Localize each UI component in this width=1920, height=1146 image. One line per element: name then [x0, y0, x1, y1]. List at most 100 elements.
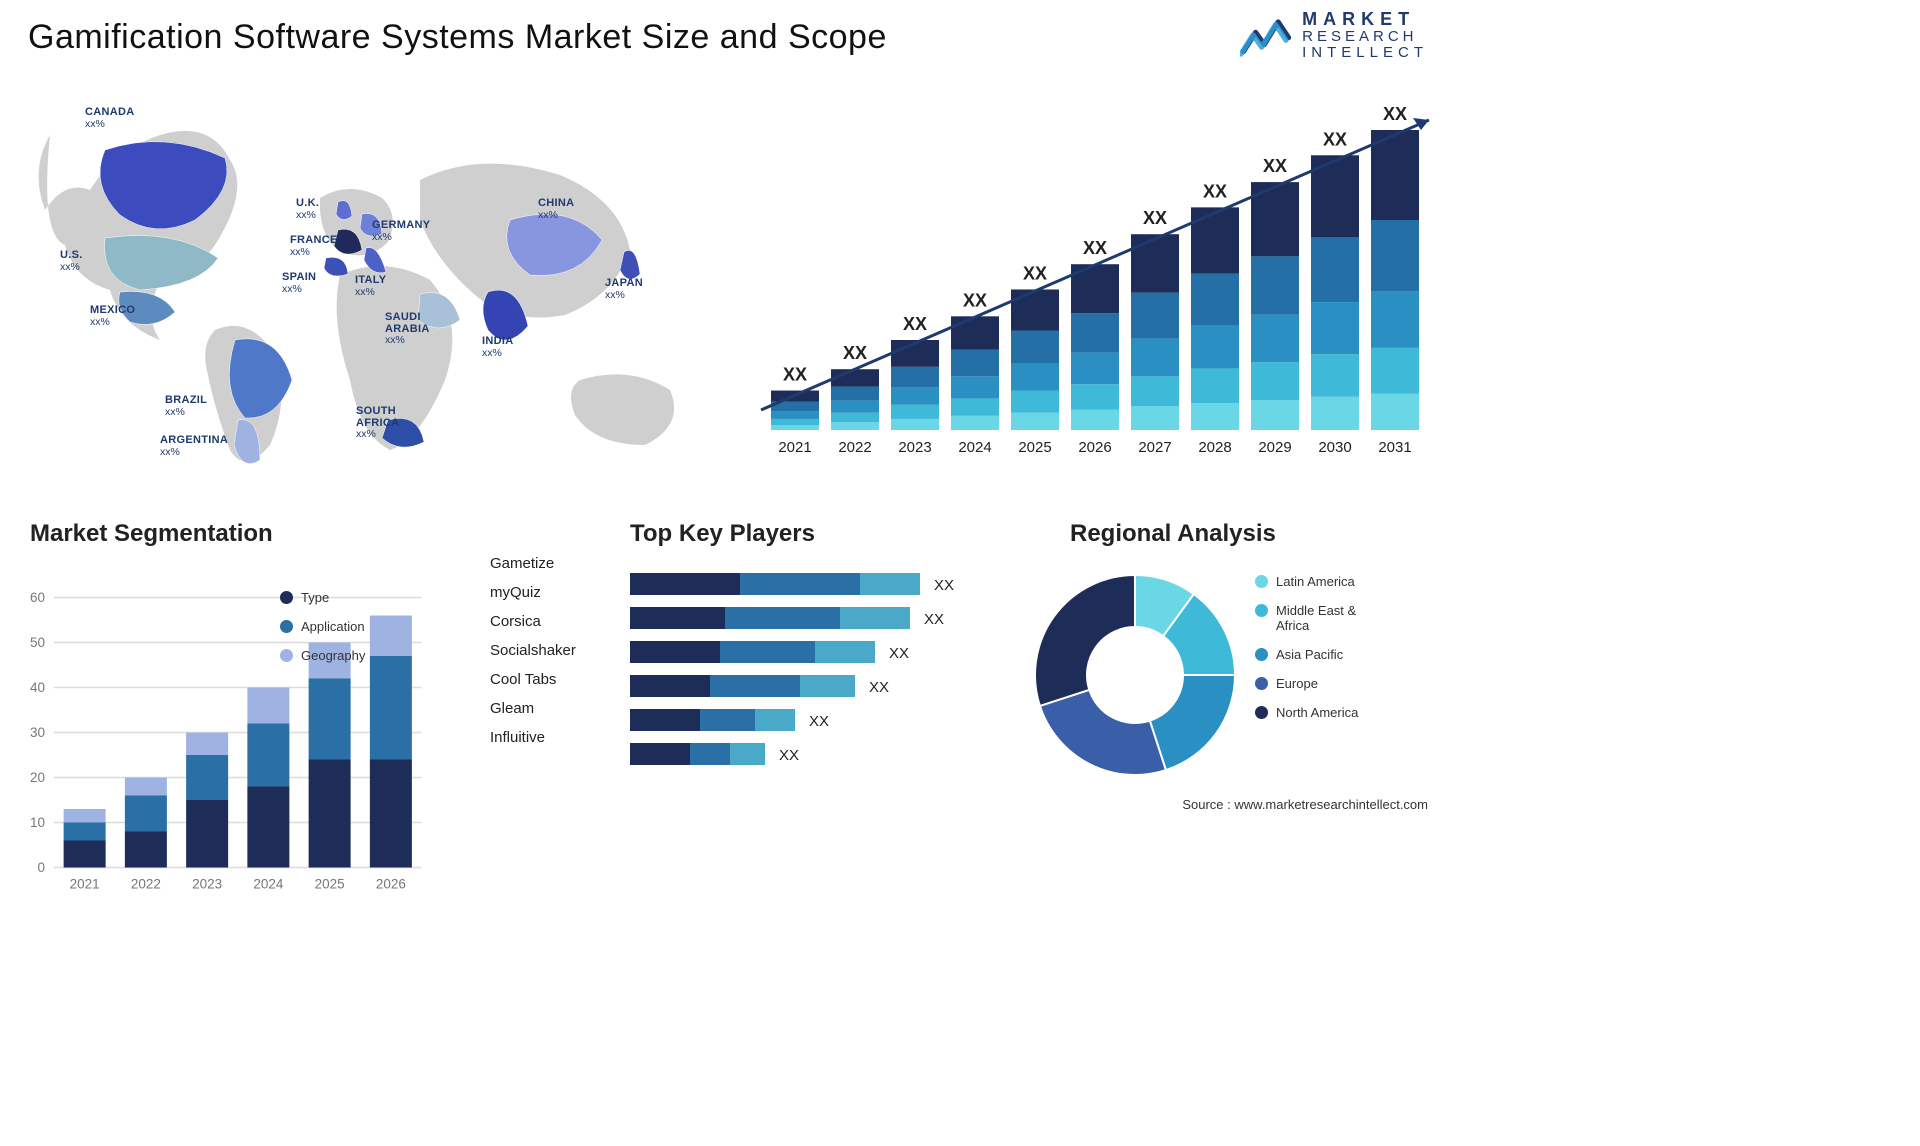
country-value: xx%	[482, 348, 513, 359]
country-value: xx%	[165, 407, 207, 418]
svg-text:2022: 2022	[838, 439, 871, 456]
legend-dot-icon	[280, 649, 293, 662]
svg-text:2029: 2029	[1258, 439, 1291, 456]
country-value: xx%	[85, 119, 134, 130]
country-value: xx%	[356, 429, 399, 440]
svg-text:XX: XX	[1143, 208, 1167, 228]
market-growth-chart-svg: XX2021XX2022XX2023XX2024XX2025XX2026XX20…	[760, 90, 1430, 470]
key-players-chart-svg: XXXXXXXXXXXX	[630, 565, 1010, 790]
world-map: CANADAxx%U.S.xx%MEXICOxx%BRAZILxx%ARGENT…	[20, 80, 720, 480]
country-name: CANADA	[85, 107, 134, 119]
svg-text:XX: XX	[903, 314, 927, 334]
country-label: MEXICOxx%	[90, 305, 135, 328]
logo-line-3: INTELLECT	[1302, 45, 1428, 61]
country-value: xx%	[296, 210, 319, 221]
svg-text:2023: 2023	[192, 877, 222, 892]
country-value: xx%	[90, 317, 135, 328]
country-label: GERMANYxx%	[372, 220, 430, 243]
country-name: MEXICO	[90, 305, 135, 317]
country-label: FRANCExx%	[290, 235, 338, 258]
company-item: Gleam	[490, 700, 620, 717]
segmentation-heading: Market Segmentation	[30, 520, 273, 548]
legend-item: Geography	[280, 648, 430, 663]
svg-text:2022: 2022	[131, 877, 161, 892]
country-name: ITALY	[355, 275, 386, 287]
country-name: ARGENTINA	[160, 435, 228, 447]
country-value: xx%	[282, 284, 316, 295]
country-label: ARGENTINAxx%	[160, 435, 228, 458]
svg-text:XX: XX	[1323, 129, 1347, 149]
legend-item: Europe	[1255, 677, 1445, 692]
segmentation-legend: TypeApplicationGeography	[280, 590, 430, 677]
legend-dot-icon	[1255, 648, 1268, 661]
regional-donut	[1025, 565, 1245, 785]
legend-label: Geography	[301, 648, 365, 663]
svg-text:2026: 2026	[376, 877, 406, 892]
country-name: FRANCE	[290, 235, 338, 247]
country-name: GERMANY	[372, 220, 430, 232]
company-item: Influitive	[490, 729, 620, 746]
svg-text:2028: 2028	[1198, 439, 1231, 456]
regional-heading: Regional Analysis	[1070, 520, 1276, 548]
company-list: GametizemyQuizCorsicaSocialshakerCool Ta…	[490, 555, 620, 758]
country-value: xx%	[355, 287, 386, 298]
company-item: myQuiz	[490, 584, 620, 601]
country-value: xx%	[385, 335, 430, 346]
legend-label: North America	[1276, 706, 1358, 721]
legend-item: Asia Pacific	[1255, 648, 1445, 663]
legend-dot-icon	[1255, 706, 1268, 719]
country-name: JAPAN	[605, 278, 643, 290]
source-attribution: Source : www.marketresearchintellect.com	[1182, 797, 1428, 812]
svg-text:XX: XX	[843, 343, 867, 363]
legend-label: Europe	[1276, 677, 1318, 692]
country-name: U.S.	[60, 250, 83, 262]
legend-dot-icon	[1255, 604, 1268, 617]
svg-text:40: 40	[30, 680, 45, 695]
svg-text:XX: XX	[783, 365, 807, 385]
legend-dot-icon	[280, 591, 293, 604]
svg-text:XX: XX	[924, 611, 944, 628]
company-item: Cool Tabs	[490, 671, 620, 688]
svg-text:XX: XX	[779, 747, 799, 764]
legend-label: Latin America	[1276, 575, 1355, 590]
page-title: Gamification Software Systems Market Siz…	[28, 18, 887, 57]
country-name: U.K.	[296, 198, 319, 210]
svg-text:2024: 2024	[253, 877, 284, 892]
country-name: SAUDI	[385, 312, 430, 324]
svg-text:XX: XX	[934, 577, 954, 594]
svg-text:XX: XX	[1383, 104, 1407, 124]
country-label: INDIAxx%	[482, 336, 513, 359]
brand-logo: MARKET RESEARCH INTELLECT	[1240, 10, 1428, 60]
svg-text:2021: 2021	[778, 439, 811, 456]
svg-text:XX: XX	[1203, 181, 1227, 201]
legend-dot-icon	[1255, 575, 1268, 588]
logo-line-1: MARKET	[1302, 10, 1428, 29]
key-players-chart: XXXXXXXXXXXX	[630, 565, 1010, 790]
country-name: BRAZIL	[165, 395, 207, 407]
legend-item: North America	[1255, 706, 1445, 721]
country-label: ITALYxx%	[355, 275, 386, 298]
company-item: Corsica	[490, 613, 620, 630]
country-label: U.K.xx%	[296, 198, 319, 221]
legend-label: Asia Pacific	[1276, 648, 1343, 663]
market-growth-chart: XX2021XX2022XX2023XX2024XX2025XX2026XX20…	[760, 90, 1430, 470]
svg-text:10: 10	[30, 815, 45, 830]
country-label: U.S.xx%	[60, 250, 83, 273]
svg-text:50: 50	[30, 635, 45, 650]
svg-text:2030: 2030	[1318, 439, 1351, 456]
svg-text:XX: XX	[963, 290, 987, 310]
regional-donut-svg	[1025, 565, 1245, 785]
svg-text:XX: XX	[1263, 156, 1287, 176]
country-value: xx%	[60, 262, 83, 273]
country-value: xx%	[160, 447, 228, 458]
regional-legend: Latin AmericaMiddle East &AfricaAsia Pac…	[1255, 575, 1445, 735]
country-value: xx%	[372, 232, 430, 243]
country-value: xx%	[290, 247, 338, 258]
svg-text:XX: XX	[1023, 263, 1047, 283]
legend-dot-icon	[280, 620, 293, 633]
svg-text:0: 0	[37, 860, 45, 875]
logo-mark-icon	[1240, 12, 1292, 58]
key-players-heading: Top Key Players	[630, 520, 815, 548]
svg-text:30: 30	[30, 725, 45, 740]
svg-text:2027: 2027	[1138, 439, 1171, 456]
